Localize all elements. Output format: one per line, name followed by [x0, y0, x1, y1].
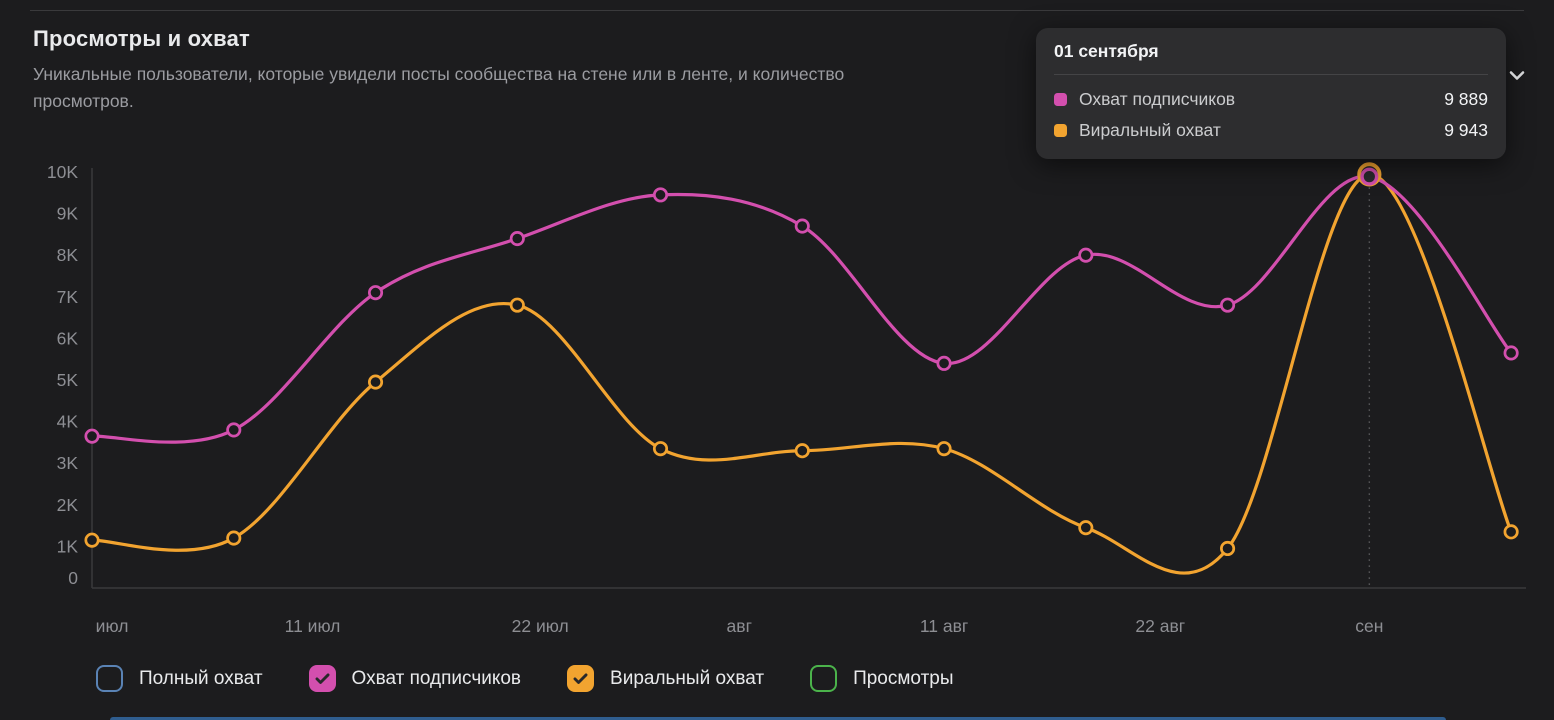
y-tick-label: 5K: [57, 370, 79, 390]
chart-legend: Полный охват Охват подписчиков Виральный…: [96, 665, 954, 692]
checkbox-checked-icon: [308, 665, 336, 692]
y-tick-label: 8K: [57, 245, 79, 265]
subscribers-reach-line: [90, 174, 1513, 444]
y-tick-label: 3K: [57, 453, 79, 473]
tooltip-row-label: Виральный охват: [1079, 120, 1221, 140]
checkmark-icon: [573, 673, 588, 684]
subscribers-reach-data-point[interactable]: [509, 231, 525, 247]
subscribers-reach-data-point[interactable]: [652, 187, 669, 203]
tooltip-row-label: Охват подписчиков: [1079, 89, 1236, 109]
legend-item-subscribers-reach[interactable]: Охват подписчиков: [308, 665, 522, 692]
viral-reach-data-point[interactable]: [367, 374, 384, 390]
y-tick-label: 9K: [57, 204, 79, 224]
subscribers-reach-data-point[interactable]: [794, 218, 810, 234]
chart-description-line1: Уникальные пользователи, которые увидели…: [33, 64, 845, 84]
viral-reach-data-point[interactable]: [84, 532, 100, 548]
x-tick-label: сен: [1355, 616, 1383, 636]
checkbox-unchecked-icon: [96, 665, 123, 692]
viral-reach-swatch: [1054, 124, 1067, 137]
viral-reach-data-point[interactable]: [1220, 540, 1236, 557]
viral-reach-data-point[interactable]: [794, 443, 810, 459]
chart-header: Просмотры и охват Уникальные пользовател…: [33, 26, 844, 115]
subscribers-reach-data-point[interactable]: [1503, 345, 1519, 361]
y-tick-label: 1K: [57, 536, 79, 556]
tooltip-date: 01 сентября: [1054, 41, 1159, 61]
viral-reach-line: [90, 172, 1513, 575]
x-tick-label: 22 авг: [1135, 616, 1185, 636]
checkmark-icon: [315, 673, 329, 684]
tooltip-row-value: 9 943: [1444, 120, 1488, 140]
legend-item-label: Виральный охват: [610, 667, 765, 689]
x-tick-label: июл: [96, 616, 129, 636]
legend-item-full-reach[interactable]: Полный охват: [96, 665, 263, 692]
tooltip-row-viral-reach: Виральный охват 9 943: [1054, 117, 1488, 144]
viral-reach-data-point[interactable]: [1078, 520, 1094, 536]
subscribers-reach-highlight-marker[interactable]: [1360, 167, 1379, 186]
chart-tooltip: 01 сентября Охват подписчиков 9 889 Вира…: [1036, 28, 1506, 159]
y-tick-label: 4K: [57, 412, 79, 432]
checkbox-unchecked-icon: [810, 665, 838, 692]
collapse-section-button[interactable]: [1503, 61, 1530, 88]
y-tick-label: 6K: [57, 328, 79, 348]
section-divider: [30, 10, 1524, 11]
x-tick-label: авг: [727, 616, 752, 636]
chart-description: Уникальные пользователи, которые увидели…: [33, 61, 844, 115]
viral-reach-data-point[interactable]: [226, 530, 242, 546]
subscribers-reach-data-point[interactable]: [84, 428, 100, 444]
legend-item-views[interactable]: Просмотры: [810, 665, 954, 692]
y-tick-label: 0: [68, 568, 78, 588]
x-tick-label: 11 авг: [920, 616, 968, 636]
y-tick-label: 10K: [47, 162, 78, 182]
viral-reach-data-point[interactable]: [1503, 524, 1519, 540]
x-tick-label: 22 июл: [512, 616, 569, 636]
legend-item-label: Полный охват: [139, 667, 263, 689]
legend-item-viral-reach[interactable]: Виральный охват: [567, 665, 764, 692]
viral-reach-data-point[interactable]: [936, 441, 952, 457]
tooltip-row-subscribers-reach: Охват подписчиков 9 889: [1054, 86, 1488, 113]
viral-reach-data-point[interactable]: [509, 297, 525, 313]
legend-item-label: Охват подписчиков: [351, 667, 522, 689]
chart-description-line2: просмотров.: [33, 91, 134, 111]
tooltip-row-value: 9 889: [1444, 89, 1488, 109]
y-tick-label: 2K: [57, 495, 79, 515]
page-title: Просмотры и охват: [33, 26, 251, 51]
subscribers-reach-swatch: [1054, 93, 1067, 106]
next-section-edge: [110, 717, 1446, 720]
legend-item-label: Просмотры: [853, 667, 954, 689]
subscribers-reach-data-point[interactable]: [367, 285, 384, 301]
subscribers-reach-data-point[interactable]: [1220, 297, 1236, 313]
subscribers-reach-data-point[interactable]: [1078, 247, 1094, 263]
tooltip-divider: [1054, 74, 1488, 75]
chevron-down-icon: [1509, 70, 1524, 80]
checkbox-checked-icon: [567, 665, 595, 692]
x-tick-label: 11 июл: [285, 616, 341, 636]
subscribers-reach-data-point[interactable]: [936, 355, 952, 371]
subscribers-reach-data-point[interactable]: [226, 422, 242, 438]
viral-reach-data-point[interactable]: [652, 441, 669, 457]
y-tick-label: 7K: [57, 287, 79, 307]
